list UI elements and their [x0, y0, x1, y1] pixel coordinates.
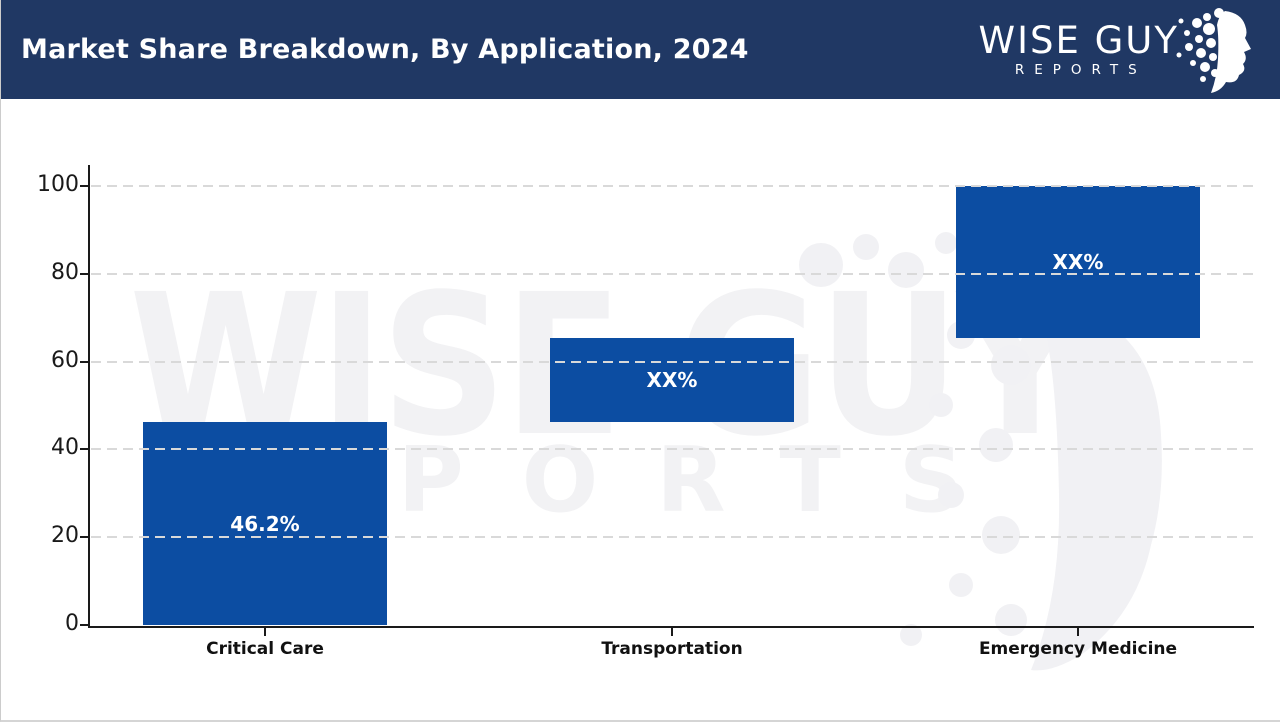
y-tick-mark — [80, 185, 88, 187]
y-tick-label: 60 — [51, 347, 79, 373]
y-tick-label: 40 — [51, 435, 79, 461]
grid-line — [91, 272, 1254, 275]
y-tick-label: 100 — [37, 172, 79, 197]
y-tick-label: 20 — [51, 523, 79, 549]
x-axis-line — [88, 626, 1254, 628]
grid-line — [91, 536, 1254, 539]
bar-value-label: XX% — [1052, 249, 1104, 274]
page-title: Market Share Breakdown, By Application, … — [21, 34, 749, 65]
logo-face-icon — [1176, 7, 1251, 93]
x-category-label: Critical Care — [206, 639, 324, 659]
grid-line — [91, 448, 1254, 451]
logo-wordmark: WISE GUY REPORTS — [979, 22, 1179, 78]
brand-logo: WISE GUY REPORTS — [979, 7, 1255, 93]
y-tick-mark — [80, 272, 88, 275]
x-tick-mark — [1077, 628, 1079, 636]
x-tick-mark — [264, 628, 266, 636]
x-category-label: Emergency Medicine — [978, 639, 1178, 659]
bar-value-label: XX% — [646, 368, 698, 393]
y-tick-mark — [80, 536, 88, 539]
x-tick-mark — [671, 628, 673, 636]
header-bar: Market Share Breakdown, By Application, … — [1, 0, 1280, 99]
y-tick-mark — [80, 624, 88, 626]
logo-wordmark-top: WISE GUY — [978, 18, 1179, 62]
bar: 46.2% — [143, 422, 387, 625]
logo-wordmark-bottom: REPORTS — [1014, 61, 1147, 78]
grid-line — [91, 185, 1254, 187]
y-tick-mark — [80, 360, 88, 363]
y-tick-label: 0 — [65, 611, 79, 636]
y-tick-label: 80 — [51, 259, 79, 285]
grid-line — [91, 360, 1254, 363]
x-category-label: Transportation — [601, 639, 743, 659]
bar: XX% — [550, 337, 794, 423]
bar: XX% — [956, 186, 1200, 338]
y-axis-line — [88, 165, 90, 628]
bar-value-label: 46.2% — [230, 511, 300, 536]
y-tick-mark — [80, 448, 88, 451]
